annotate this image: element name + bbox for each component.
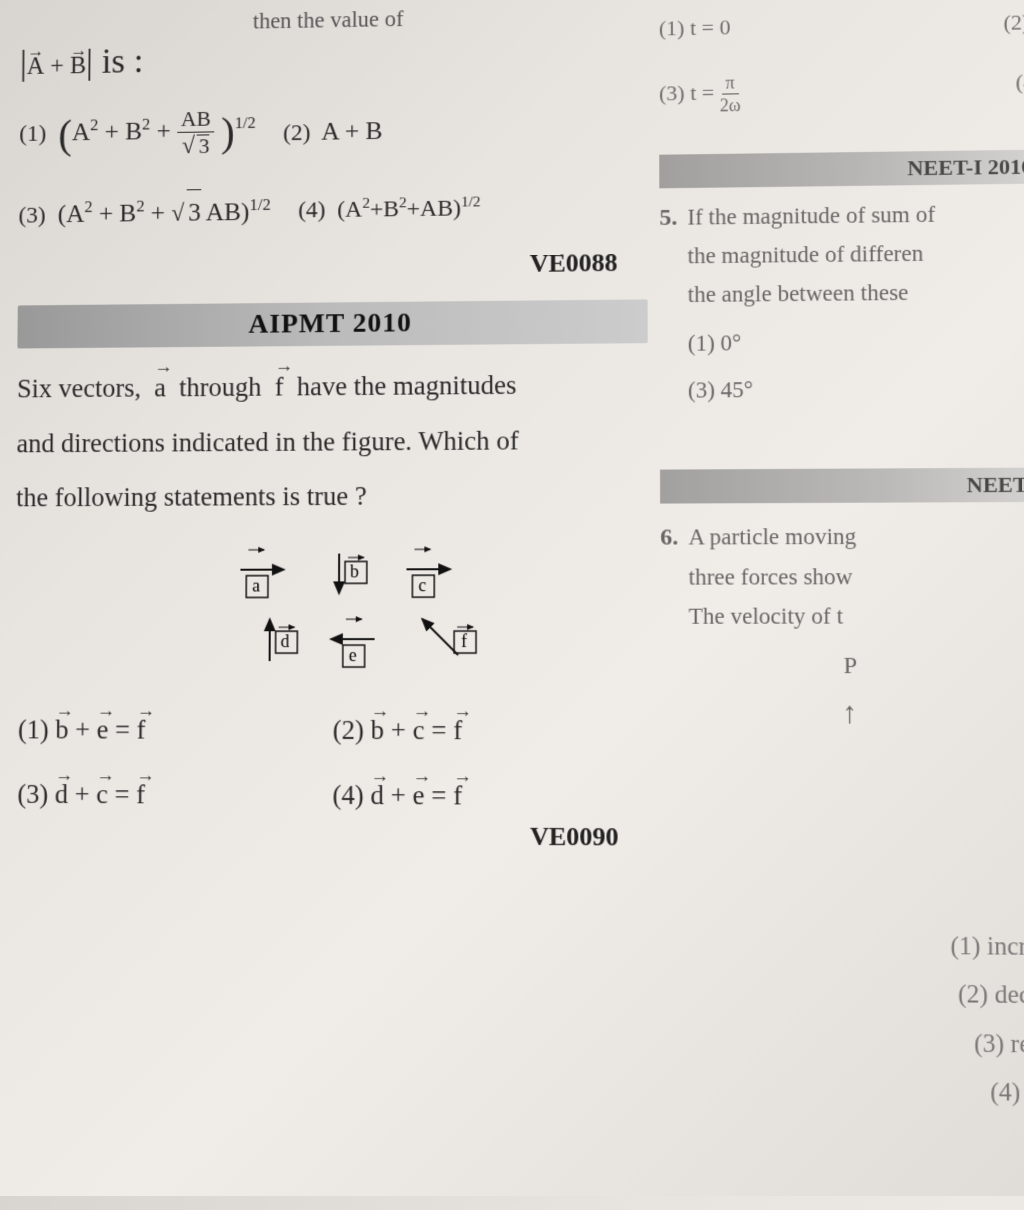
option-row-1: (1) (A2 + B2 + AB3 )1/2 (2) A + B: [19, 91, 647, 174]
q5-opt-1: (1) 0°: [688, 322, 937, 363]
option-row-2: (3) (A2 + B2 + 3 AB)1/2 (4) (A2+B2+AB)1/…: [18, 183, 647, 237]
q6-num: 6.: [660, 518, 679, 738]
option-1: (1) (A2 + B2 + AB3 )1/2: [19, 97, 256, 174]
opt-num-1: (1): [19, 121, 46, 147]
svg-text:a: a: [252, 576, 260, 596]
banner-neet-2016: NEET-I 2016: [659, 150, 1024, 189]
q6-opt-2: (2) decre: [661, 968, 1024, 1020]
vec-opt-num-4: (4): [332, 780, 363, 810]
ve-code-0088: VE0088: [18, 249, 618, 285]
left-column: then the value of |A + B| is : (1) (A2 +…: [13, 4, 649, 859]
svg-text:c: c: [418, 575, 426, 595]
q6-line-3: The velocity of t: [689, 596, 857, 636]
banner-neet-2: NEET(: [660, 468, 1024, 504]
vec-opt-num-2: (2): [333, 715, 364, 745]
vec-A: A: [27, 53, 45, 80]
plus: +: [44, 53, 70, 80]
svg-text:f: f: [461, 631, 467, 651]
svg-text:b: b: [350, 561, 359, 581]
q6-opt-3: (3) rem: [661, 1017, 1024, 1069]
vec-opt-1: (1) b + e = f: [18, 715, 333, 746]
vec-opt-4: (4) d + e = f: [332, 780, 652, 812]
q6-line-2: three forces show: [688, 557, 856, 597]
banner-aipmt-2010: AIPMT 2010: [17, 300, 647, 349]
vector-diagram: a b c d e: [161, 539, 498, 689]
q5-line-2: the magnitude of differen: [687, 234, 935, 276]
vec-options-grid: (1) b + e = f (2) b + c = f (3) d + c = …: [17, 715, 648, 813]
vec-opt-3: (3) d + c = f: [17, 779, 332, 811]
option-2: (2) A + B: [283, 109, 383, 156]
q6-P: P ↑: [689, 646, 858, 739]
r-opt-4: (4): [1016, 69, 1024, 110]
q-body-line-1: Six vectors, a through f have the magnit…: [17, 361, 648, 412]
partial-top-text: then the value of: [253, 6, 404, 34]
vec-opt-num-3: (3): [17, 779, 48, 809]
question-head: |A + B| is :: [20, 32, 647, 83]
diagram-svg: a b c d e: [161, 539, 498, 689]
q-body-line-2: and directions indicated in the figure. …: [16, 416, 648, 466]
q5-line-3: the angle between these: [688, 273, 936, 314]
r-opt-1: (1) t = 0: [659, 15, 731, 42]
q6-opt-1: (1) increa: [661, 920, 1024, 971]
right-column: (1) t = 0 (2) t (3) t = π2ω (4) NEET-I 2…: [659, 0, 1024, 1118]
svg-text:d: d: [281, 631, 290, 651]
option-4: (4) (A2+B2+AB)1/2: [298, 188, 481, 233]
r-opt-3: (3) t = π2ω: [659, 74, 741, 116]
q5-line-1: If the magnitude of sum of: [687, 195, 935, 237]
q6-opt-4: (4) ch: [662, 1065, 1024, 1118]
svg-text:e: e: [349, 645, 357, 665]
vec-opt-2: (2) b + c = f: [333, 715, 653, 747]
q-body-line-3: the following statements is true ?: [16, 472, 648, 522]
vec-B: B: [70, 53, 86, 80]
opt-num-4: (4): [298, 197, 326, 223]
q5-num: 5.: [659, 198, 678, 410]
r-opt-2: (2) t: [1003, 9, 1024, 35]
vec-opt-num-1: (1): [18, 715, 49, 745]
ve-code-0090: VE0090: [13, 820, 619, 853]
abs-bar-close: | is :: [86, 41, 144, 81]
q6-line-1: A particle moving: [688, 517, 856, 557]
opt-num-2: (2): [283, 121, 311, 147]
label-P: P: [843, 653, 857, 679]
opt-num-3: (3): [18, 202, 45, 228]
q5-opt-3: (3) 45°: [688, 369, 937, 410]
option-3: (3) (A2 + B2 + 3 AB)1/2: [18, 188, 270, 238]
